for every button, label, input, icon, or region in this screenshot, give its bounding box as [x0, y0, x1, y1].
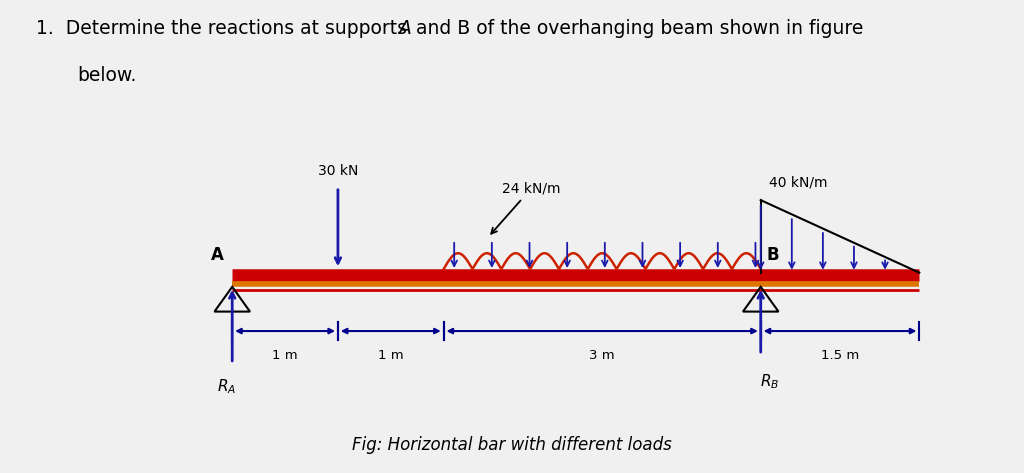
Text: $R_B$: $R_B$ — [760, 373, 779, 391]
Text: and B of the overhanging beam shown in figure: and B of the overhanging beam shown in f… — [410, 19, 863, 38]
Text: 3 m: 3 m — [590, 349, 615, 362]
Text: 24 kN/m: 24 kN/m — [492, 182, 560, 234]
Text: A: A — [211, 246, 224, 264]
Text: 30 kN: 30 kN — [317, 164, 358, 178]
Text: B: B — [766, 246, 778, 264]
Text: 1 m: 1 m — [272, 349, 298, 362]
Text: 40 kN/m: 40 kN/m — [769, 175, 827, 190]
Text: 1 m: 1 m — [378, 349, 403, 362]
Text: 1.5 m: 1.5 m — [821, 349, 859, 362]
Text: Fig: Horizontal bar with different loads: Fig: Horizontal bar with different loads — [352, 436, 672, 454]
Text: below.: below. — [77, 66, 136, 85]
Text: $R_A$: $R_A$ — [217, 377, 237, 396]
Text: 1.  Determine the reactions at supports: 1. Determine the reactions at supports — [36, 19, 413, 38]
Text: A: A — [399, 19, 413, 38]
